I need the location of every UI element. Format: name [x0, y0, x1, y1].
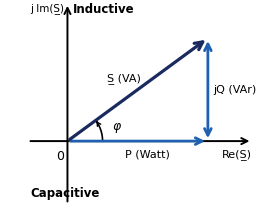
Text: S̲ (VA): S̲ (VA) — [107, 73, 141, 84]
Text: Inductive: Inductive — [73, 3, 135, 16]
Text: P (Watt): P (Watt) — [125, 149, 169, 159]
Text: 0: 0 — [57, 149, 64, 163]
Text: j Im(S̲): j Im(S̲) — [30, 3, 64, 14]
Text: φ: φ — [113, 120, 121, 133]
Text: Re(S̲): Re(S̲) — [222, 149, 252, 160]
Text: jQ (VAr): jQ (VAr) — [213, 85, 257, 95]
Text: Capacitive: Capacitive — [30, 187, 99, 200]
